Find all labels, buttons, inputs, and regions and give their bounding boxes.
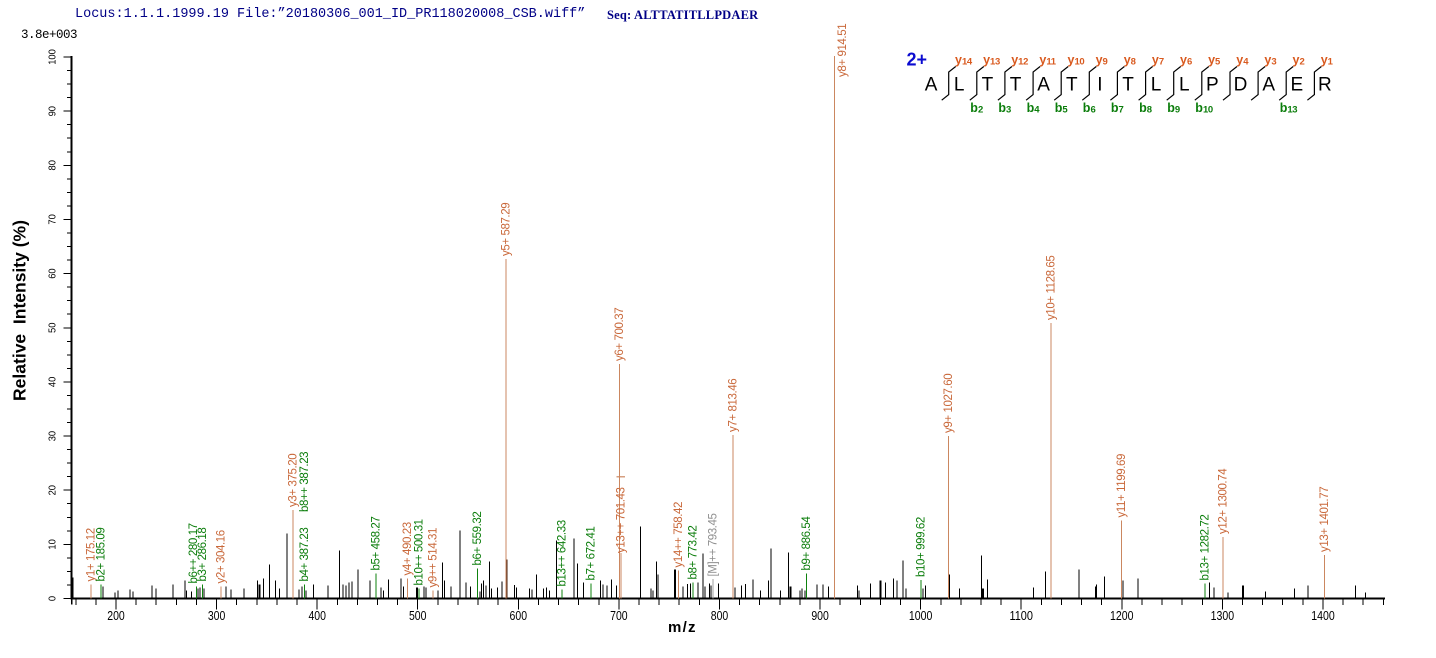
svg-text:D: D — [1234, 75, 1248, 96]
svg-text:b9+ 886.54: b9+ 886.54 — [801, 516, 813, 571]
svg-text:y8: y8 — [1124, 53, 1136, 68]
svg-text:20: 20 — [47, 485, 59, 496]
svg-text:60: 60 — [47, 268, 59, 279]
svg-text:L: L — [954, 75, 965, 96]
svg-text:y4+ 490.23: y4+ 490.23 — [402, 522, 414, 575]
svg-text:40: 40 — [47, 377, 59, 388]
svg-text:b6+ 559.32: b6+ 559.32 — [472, 512, 484, 566]
svg-text:b8+ 773.42: b8+ 773.42 — [687, 526, 699, 580]
svg-text:2+: 2+ — [907, 50, 928, 70]
svg-text:y7: y7 — [1152, 53, 1164, 68]
svg-text:600: 600 — [510, 609, 528, 623]
svg-text:70: 70 — [47, 214, 59, 225]
svg-text:y9+ 1027.60: y9+ 1027.60 — [943, 374, 955, 433]
svg-text:200: 200 — [107, 609, 125, 623]
svg-text:300: 300 — [208, 609, 226, 623]
svg-text:b13: b13 — [1280, 101, 1298, 116]
svg-text:y9: y9 — [1096, 53, 1108, 68]
svg-text:b2+ 185.09: b2+ 185.09 — [96, 528, 108, 582]
svg-text:b4: b4 — [1027, 101, 1041, 116]
svg-text:10: 10 — [47, 539, 59, 550]
svg-text:y6: y6 — [1180, 53, 1192, 68]
svg-text:A: A — [1262, 75, 1275, 96]
svg-text:y10: y10 — [1068, 53, 1085, 68]
svg-text:400: 400 — [308, 609, 326, 623]
svg-text:y6+ 700.37: y6+ 700.37 — [614, 308, 626, 361]
svg-text:700: 700 — [610, 609, 628, 623]
svg-text:b10++ 500.31: b10++ 500.31 — [414, 519, 426, 585]
svg-text:[M]++ 793.45: [M]++ 793.45 — [708, 514, 720, 577]
svg-text:L: L — [1151, 75, 1162, 96]
svg-text:y3: y3 — [1264, 53, 1276, 68]
svg-text:b3: b3 — [998, 101, 1011, 116]
svg-text:b8++ 387.23: b8++ 387.23 — [299, 452, 311, 512]
svg-text:y11: y11 — [1039, 53, 1056, 68]
svg-text:y13+ 1401.77: y13+ 1401.77 — [1319, 487, 1331, 552]
svg-text:y2: y2 — [1293, 53, 1305, 68]
svg-text:b13+ 1282.72: b13+ 1282.72 — [1199, 515, 1211, 581]
svg-text:1200: 1200 — [1110, 609, 1134, 623]
svg-text:b5: b5 — [1055, 101, 1069, 116]
svg-text:y4: y4 — [1236, 53, 1249, 68]
svg-text:I: I — [1097, 75, 1102, 96]
svg-text:1000: 1000 — [909, 609, 933, 623]
svg-text:y1+ 175.12: y1+ 175.12 — [86, 528, 98, 581]
svg-text:y1: y1 — [1321, 53, 1334, 68]
svg-text:L: L — [1179, 75, 1190, 96]
svg-text:R: R — [1318, 75, 1332, 96]
svg-text:1100: 1100 — [1009, 609, 1033, 623]
svg-text:y11+ 1199.69: y11+ 1199.69 — [1116, 454, 1128, 518]
svg-text:y14++ 758.42: y14++ 758.42 — [673, 502, 685, 568]
svg-text:500: 500 — [409, 609, 427, 623]
svg-text:y3+ 375.20: y3+ 375.20 — [287, 454, 299, 507]
svg-text:b10+ 999.62: b10+ 999.62 — [916, 517, 928, 577]
svg-text:0: 0 — [47, 596, 59, 601]
svg-text:P: P — [1206, 75, 1219, 96]
svg-text:y5: y5 — [1208, 53, 1221, 68]
svg-text:900: 900 — [811, 609, 829, 623]
svg-text:1400: 1400 — [1311, 609, 1335, 623]
svg-text:b4+ 387.23: b4+ 387.23 — [299, 528, 311, 582]
svg-text:y12: y12 — [1011, 53, 1028, 68]
svg-text:b7: b7 — [1111, 101, 1124, 116]
svg-text:b8: b8 — [1139, 101, 1152, 116]
svg-text:T: T — [1010, 75, 1022, 96]
svg-text:y13++ 701.43: y13++ 701.43 — [615, 487, 627, 553]
svg-text:800: 800 — [711, 609, 729, 623]
svg-text:y7+ 813.46: y7+ 813.46 — [728, 379, 740, 432]
svg-text:b6: b6 — [1083, 101, 1096, 116]
svg-text:A: A — [925, 75, 938, 96]
svg-text:y5+ 587.29: y5+ 587.29 — [501, 203, 513, 256]
svg-text:b9: b9 — [1167, 101, 1180, 116]
svg-text:b5+ 458.27: b5+ 458.27 — [370, 517, 382, 571]
svg-text:y9++ 514.31: y9++ 514.31 — [427, 528, 439, 588]
svg-text:y2+ 304.16: y2+ 304.16 — [215, 530, 227, 583]
svg-text:T: T — [1122, 75, 1134, 96]
svg-text:y13: y13 — [983, 53, 1000, 68]
svg-text:b7+ 672.41: b7+ 672.41 — [586, 527, 598, 581]
svg-text:b3+ 286.18: b3+ 286.18 — [197, 528, 209, 582]
svg-text:100: 100 — [47, 49, 59, 65]
svg-text:30: 30 — [47, 431, 59, 442]
svg-text:y14: y14 — [955, 53, 973, 68]
svg-text:b2: b2 — [970, 101, 983, 116]
svg-text:50: 50 — [47, 322, 59, 333]
svg-text:y12+ 1300.74: y12+ 1300.74 — [1218, 468, 1230, 534]
svg-text:y8+ 914.51: y8+ 914.51 — [837, 24, 849, 77]
svg-text:T: T — [1066, 75, 1078, 96]
svg-text:80: 80 — [47, 160, 59, 171]
svg-text:A: A — [1037, 75, 1050, 96]
svg-text:E: E — [1290, 75, 1303, 96]
svg-text:90: 90 — [47, 106, 59, 117]
svg-text:b13++ 642.33: b13++ 642.33 — [557, 520, 569, 586]
svg-text:1300: 1300 — [1211, 609, 1235, 623]
svg-text:b6++ 280.17: b6++ 280.17 — [188, 523, 200, 583]
svg-text:y10+ 1128.65: y10+ 1128.65 — [1046, 256, 1058, 320]
svg-text:b10: b10 — [1195, 101, 1213, 116]
svg-text:T: T — [982, 75, 994, 96]
